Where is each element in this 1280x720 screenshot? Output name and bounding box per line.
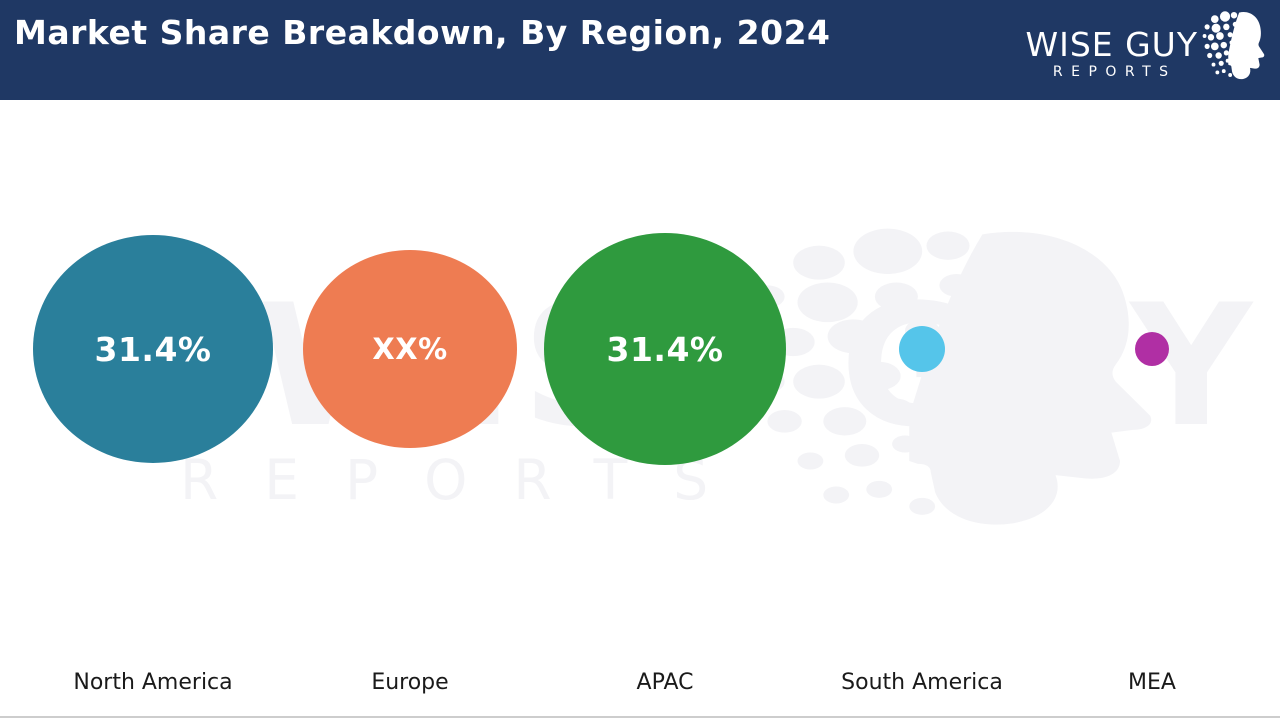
bubble-south-america: [899, 326, 945, 372]
category-label-mea: MEA: [1128, 670, 1176, 695]
bubble-value-label: 31.4%: [606, 329, 724, 369]
brand-logo: WISE GUY REPORTS: [1025, 0, 1280, 88]
bottom-divider: [0, 716, 1280, 718]
brand-head-icon: [1202, 10, 1266, 88]
bubble-value-label: XX%: [372, 332, 448, 366]
page-title: Market Share Breakdown, By Region, 2024: [14, 13, 831, 52]
bubble-north-america: 31.4%: [33, 235, 273, 463]
category-label-south-america: South America: [841, 670, 1003, 695]
bubble-europe: XX%: [303, 250, 517, 448]
bubble-mea: [1135, 332, 1169, 366]
watermark-subtext: REPORTS: [180, 448, 755, 512]
bubble-chart: WISE GUY REPORTS 31.4% XX% 31.4% North A…: [0, 100, 1280, 717]
header-bar: Market Share Breakdown, By Region, 2024 …: [0, 0, 1280, 100]
category-label-apac: APAC: [636, 670, 694, 695]
category-label-europe: Europe: [371, 670, 449, 695]
brand-wordmark-line2: REPORTS: [1052, 63, 1177, 80]
bubble-apac: 31.4%: [544, 233, 786, 465]
bubble-value-label: 31.4%: [94, 329, 212, 369]
category-label-north-america: North America: [73, 670, 233, 695]
watermark-head-icon: [733, 223, 1163, 563]
brand-wordmark: WISE GUY REPORTS: [1025, 28, 1198, 80]
brand-wordmark-line1: WISE GUY: [1025, 25, 1198, 65]
